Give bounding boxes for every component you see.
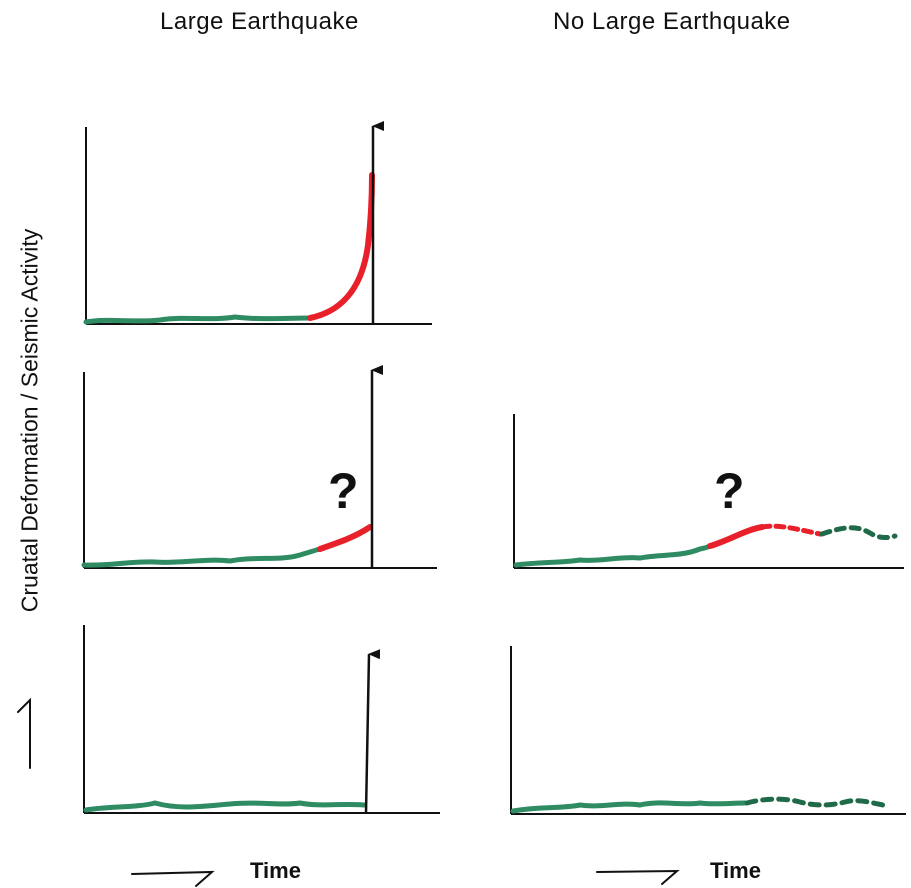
uncertain-red-dashed (759, 523, 823, 537)
baseline-curve (83, 314, 313, 325)
no-large-earthquake-title: No Large Earthquake (553, 8, 791, 35)
question-mark: ? (328, 463, 359, 519)
earthquake-arrow (364, 649, 381, 814)
question-mark: ? (714, 463, 745, 519)
baseline-curve (513, 543, 713, 568)
uncertain-green-dashed (744, 796, 891, 809)
panel-large-top (83, 121, 432, 325)
baseline-curve (510, 800, 748, 814)
upward-arrow-symbol (17, 697, 31, 769)
large-earthquake-title: Large Earthquake (160, 8, 359, 35)
accelerating-curve (307, 172, 375, 321)
time-arrow-symbol-right (596, 869, 680, 885)
accelerating-curve (317, 524, 373, 552)
accelerating-curve (707, 524, 765, 549)
panel-large-bottom (83, 625, 440, 814)
x-axis-label-right: Time (710, 858, 761, 883)
time-arrow-symbol-left (131, 870, 215, 887)
baseline-curve (83, 800, 367, 813)
baseline-curve (81, 546, 323, 568)
x-axis-label-left: Time (250, 858, 301, 883)
uncertain-green-dashed (819, 525, 898, 541)
panel-none-middle: ? (513, 414, 904, 569)
panel-none-bottom (510, 646, 906, 815)
panel-large-middle: ? (81, 365, 437, 569)
